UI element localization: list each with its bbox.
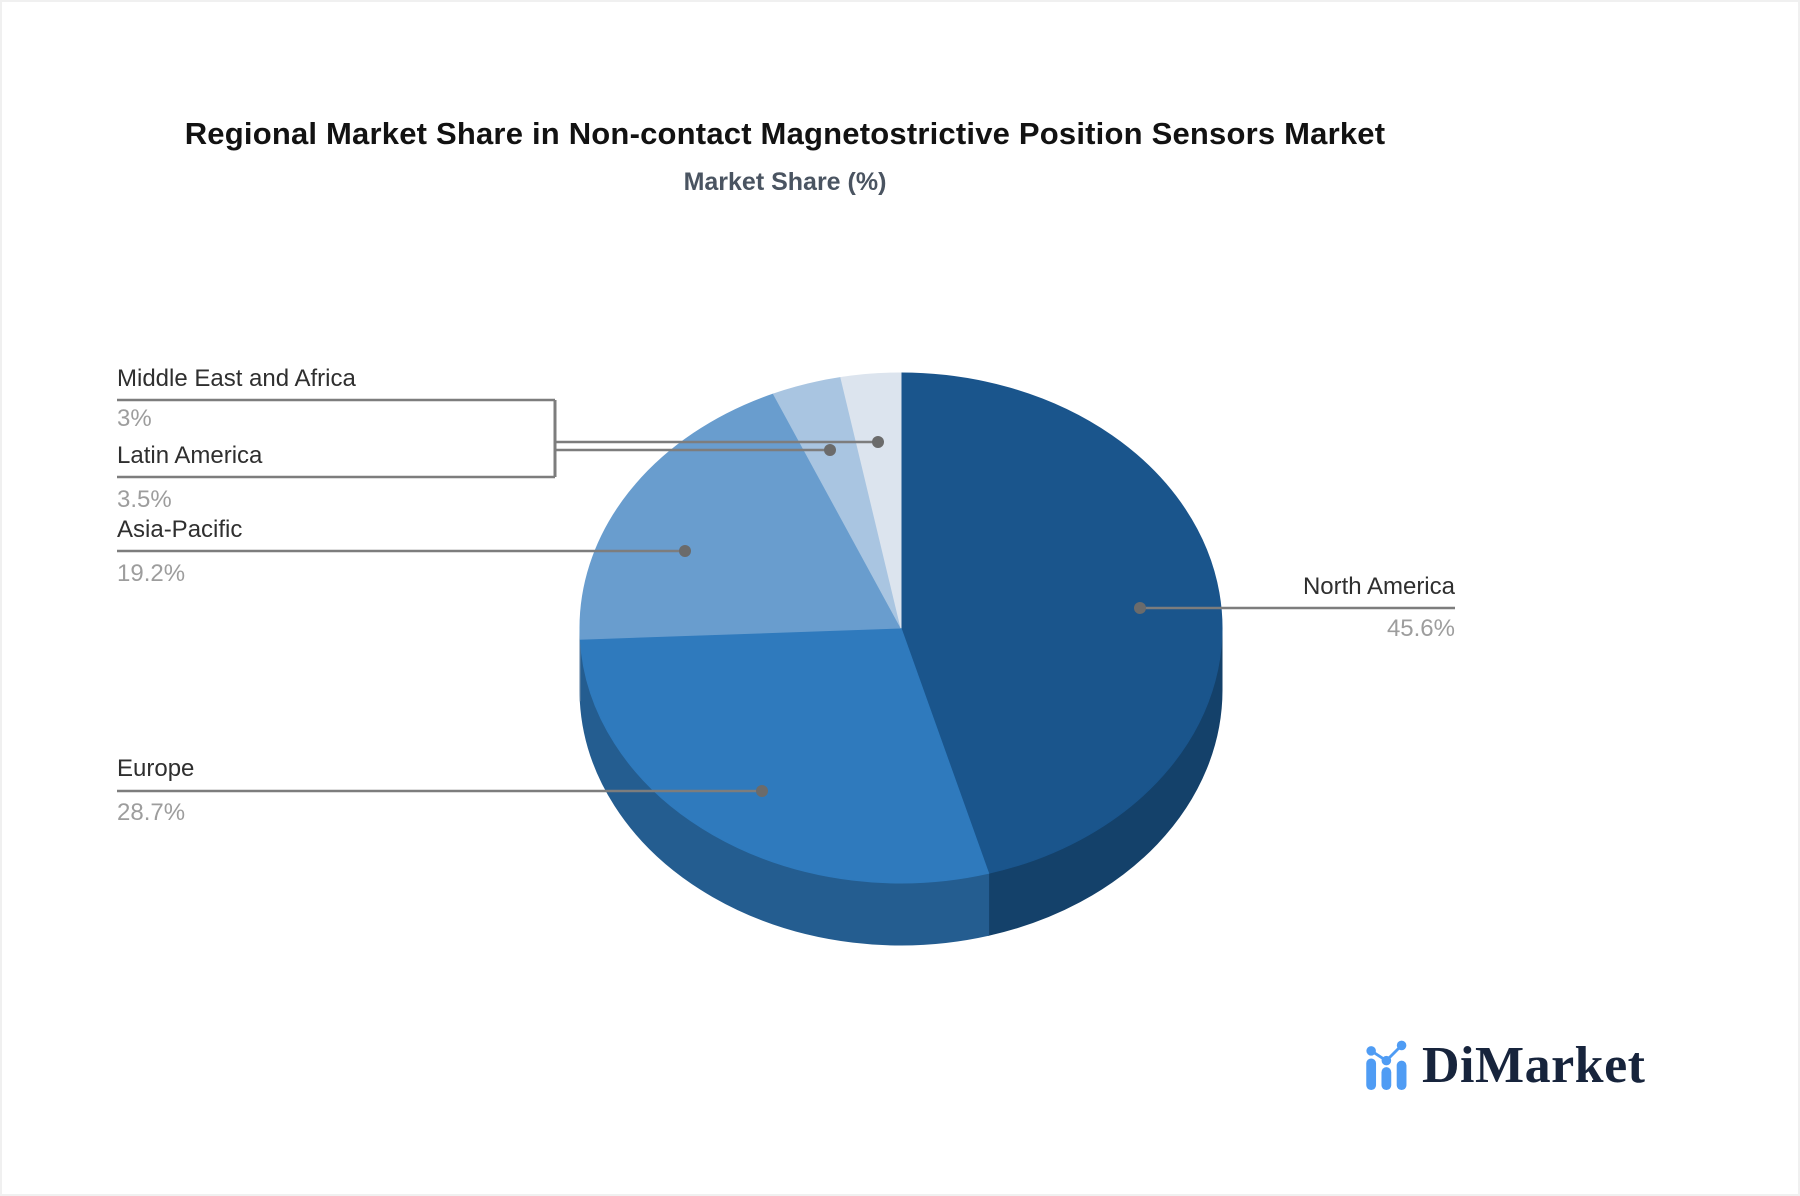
leader-dot <box>872 436 884 448</box>
leader-dot <box>824 444 836 456</box>
slice-label-asia-pacific: Asia-Pacific <box>117 516 243 543</box>
pie-slice-middle-east-and-africa[interactable] <box>840 372 902 629</box>
slice-label-middle-east-and-africa: Middle East and Africa <box>117 365 356 392</box>
slice-value-latin-america: 3.5% <box>117 486 172 513</box>
chart-subtitle: Market Share (%) <box>683 168 887 196</box>
slice-label-europe: Europe <box>117 755 195 782</box>
slice-label-latin-america: Latin America <box>117 442 263 469</box>
slice-value-asia-pacific: 19.2% <box>117 560 186 587</box>
slice-value-north-america: 45.6% <box>1386 615 1455 642</box>
pie-slice-asia-pacific[interactable] <box>579 393 902 640</box>
logo-text: DiMarket <box>1422 1037 1646 1094</box>
pie-slice-europe[interactable] <box>579 627 990 884</box>
bar-line-chart-icon <box>1366 1040 1410 1095</box>
slice-value-middle-east-and-africa: 3% <box>117 405 152 432</box>
slice-value-europe: 28.7% <box>117 799 186 826</box>
pie-slice-north-america[interactable] <box>900 372 1223 874</box>
slice-label-north-america: North America <box>1302 573 1455 600</box>
dimarket-logo: DiMarket <box>1366 1040 1645 1095</box>
leader-dot <box>679 545 691 557</box>
leader-dot <box>1134 602 1146 614</box>
chart-title: Regional Market Share in Non-contact Mag… <box>184 116 1386 151</box>
leader-dot <box>756 785 768 797</box>
